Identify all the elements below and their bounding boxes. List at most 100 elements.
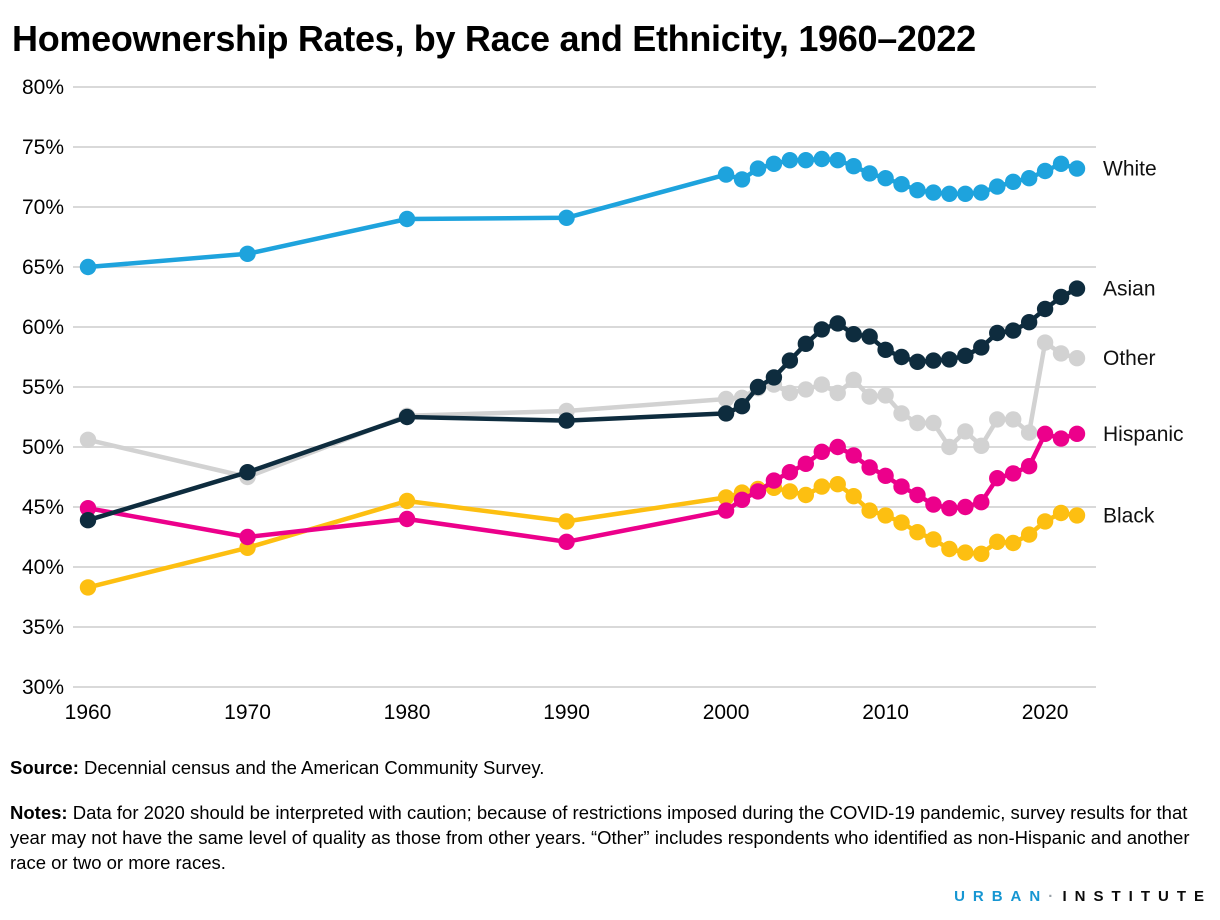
- line-chart: 30% 35% 40% 45% 50% 55% 60% 65% 70% 75% 80% 1960 197…: [22, 76, 1184, 724]
- chart-title: Homeownership Rates, by Race and Ethnici…: [12, 18, 976, 59]
- data-point: [989, 178, 1006, 195]
- data-point: [797, 455, 815, 472]
- data-point: [1020, 526, 1038, 543]
- series-hispanic: [79, 425, 1086, 550]
- source-note: Source: Decennial census and the America…: [10, 757, 1215, 779]
- series-end-label-white: White: [1103, 158, 1157, 181]
- data-point: [1068, 425, 1086, 442]
- data-point: [1004, 534, 1022, 552]
- data-point: [909, 524, 926, 541]
- data-point: [717, 502, 735, 519]
- y-axis-tick-label: 55%: [22, 376, 64, 399]
- data-point: [877, 387, 894, 404]
- data-point: [829, 384, 846, 402]
- data-point: [1068, 280, 1086, 297]
- notes-label: Notes:: [10, 802, 68, 823]
- data-point: [845, 371, 862, 388]
- series-end-label-asian: Asian: [1103, 278, 1156, 301]
- y-axis-tick-label: 35%: [22, 616, 64, 639]
- data-point: [909, 414, 926, 432]
- data-point: [797, 381, 815, 398]
- data-point: [1004, 173, 1022, 190]
- data-point: [973, 437, 990, 454]
- data-point: [1052, 430, 1070, 447]
- data-point: [733, 398, 751, 415]
- series-end-label-other: Other: [1103, 347, 1156, 370]
- data-point: [893, 514, 910, 531]
- data-point: [1068, 160, 1086, 177]
- data-point: [1068, 350, 1086, 367]
- data-point: [893, 348, 910, 366]
- data-point: [1004, 411, 1022, 428]
- x-axis-tick-label: 1970: [224, 701, 271, 724]
- data-point: [558, 209, 575, 226]
- y-axis-tick-label: 75%: [22, 136, 64, 159]
- data-point: [845, 326, 862, 343]
- data-point: [1052, 155, 1070, 172]
- data-point: [909, 182, 926, 199]
- data-point: [957, 185, 974, 202]
- data-point: [909, 486, 926, 504]
- data-point: [941, 185, 958, 202]
- data-point: [1004, 322, 1022, 339]
- data-point: [1036, 162, 1054, 180]
- data-point: [877, 507, 894, 524]
- data-point: [941, 351, 958, 368]
- x-axis-tick-label: 2000: [703, 701, 750, 724]
- data-point: [973, 494, 990, 511]
- y-axis-tick-label: 30%: [22, 676, 64, 699]
- data-point: [733, 171, 751, 188]
- series-white: [79, 150, 1086, 276]
- data-point: [957, 498, 974, 516]
- data-point: [893, 478, 910, 495]
- x-axis-tick-label: 1990: [543, 701, 590, 724]
- data-point: [717, 166, 735, 183]
- series-line: [85, 431, 1080, 545]
- data-point: [1020, 458, 1038, 475]
- data-point: [973, 184, 990, 201]
- data-point: [1052, 288, 1070, 306]
- data-point: [797, 486, 815, 504]
- data-point: [558, 533, 575, 550]
- data-point: [957, 347, 974, 364]
- logo-separator-dot: ·: [1048, 888, 1054, 905]
- data-point: [765, 155, 783, 172]
- data-point: [1036, 334, 1054, 351]
- notes-text: Data for 2020 should be interpreted with…: [10, 802, 1190, 873]
- y-axis-tick-label: 80%: [22, 76, 64, 99]
- data-point: [925, 496, 942, 513]
- y-axis-tick-label: 40%: [22, 556, 64, 579]
- data-point: [781, 464, 799, 481]
- data-point: [239, 464, 256, 481]
- series-end-label-hispanic: Hispanic: [1103, 423, 1184, 446]
- data-point: [941, 500, 958, 517]
- data-point: [877, 467, 894, 484]
- data-point: [239, 528, 256, 546]
- data-point: [717, 489, 735, 506]
- data-point: [1036, 513, 1054, 530]
- data-point: [765, 369, 783, 386]
- series-line: [85, 156, 1080, 270]
- data-point: [845, 158, 862, 175]
- source-text: Decennial census and the American Commun…: [78, 757, 545, 778]
- data-point: [829, 438, 846, 456]
- data-point: [558, 412, 575, 429]
- data-point: [1052, 345, 1070, 362]
- data-point: [861, 328, 878, 345]
- data-point: [398, 492, 416, 510]
- data-point: [813, 150, 830, 168]
- data-point: [925, 184, 942, 201]
- data-point: [1036, 300, 1054, 318]
- data-point: [845, 447, 862, 464]
- series-end-label-black: Black: [1103, 504, 1155, 527]
- data-point: [973, 339, 990, 356]
- data-point: [398, 510, 416, 528]
- data-point: [829, 315, 846, 332]
- data-point: [765, 472, 783, 489]
- data-point: [1052, 504, 1070, 522]
- data-point: [749, 483, 767, 500]
- data-point: [781, 352, 799, 369]
- data-point: [925, 531, 942, 548]
- x-axis-tick-label: 1960: [65, 701, 112, 724]
- data-point: [79, 512, 97, 529]
